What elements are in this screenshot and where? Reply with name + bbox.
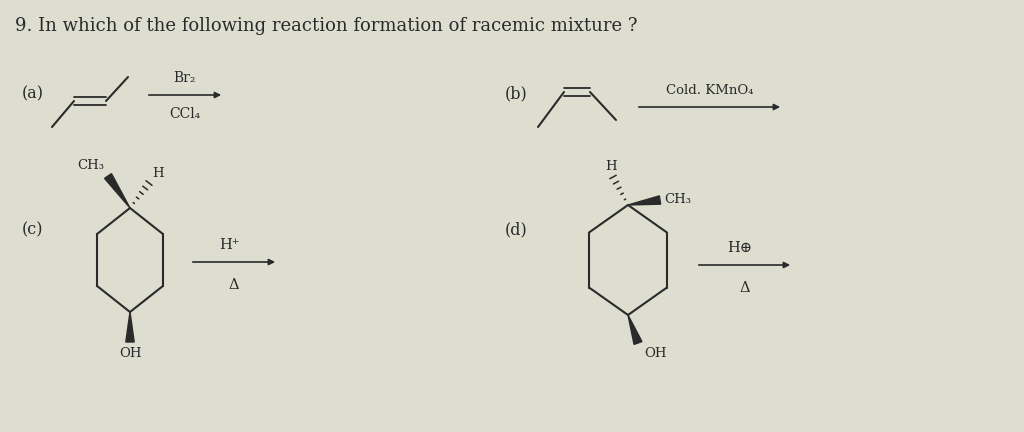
Text: H⊕: H⊕ [727,241,752,255]
Text: 9. In which of the following reaction formation of racemic mixture ?: 9. In which of the following reaction fo… [15,17,638,35]
Text: Δ: Δ [739,281,750,295]
Text: H⁺: H⁺ [219,238,240,252]
Polygon shape [628,196,660,205]
Text: OH: OH [644,347,667,360]
Text: Δ: Δ [228,278,240,292]
Polygon shape [126,312,134,342]
Polygon shape [628,315,642,344]
Text: CH₃: CH₃ [664,193,691,206]
Text: Cold. KMnO₄: Cold. KMnO₄ [666,84,754,97]
Text: (d): (d) [505,222,527,238]
Text: (c): (c) [22,222,43,238]
Text: OH: OH [119,347,141,360]
Text: (a): (a) [22,86,44,102]
Text: (b): (b) [505,86,527,102]
Text: CH₃: CH₃ [77,159,104,172]
Text: CCl₄: CCl₄ [169,107,201,121]
Text: Br₂: Br₂ [174,71,197,85]
Text: H: H [605,160,616,173]
Text: H: H [152,167,164,180]
Polygon shape [104,174,130,208]
